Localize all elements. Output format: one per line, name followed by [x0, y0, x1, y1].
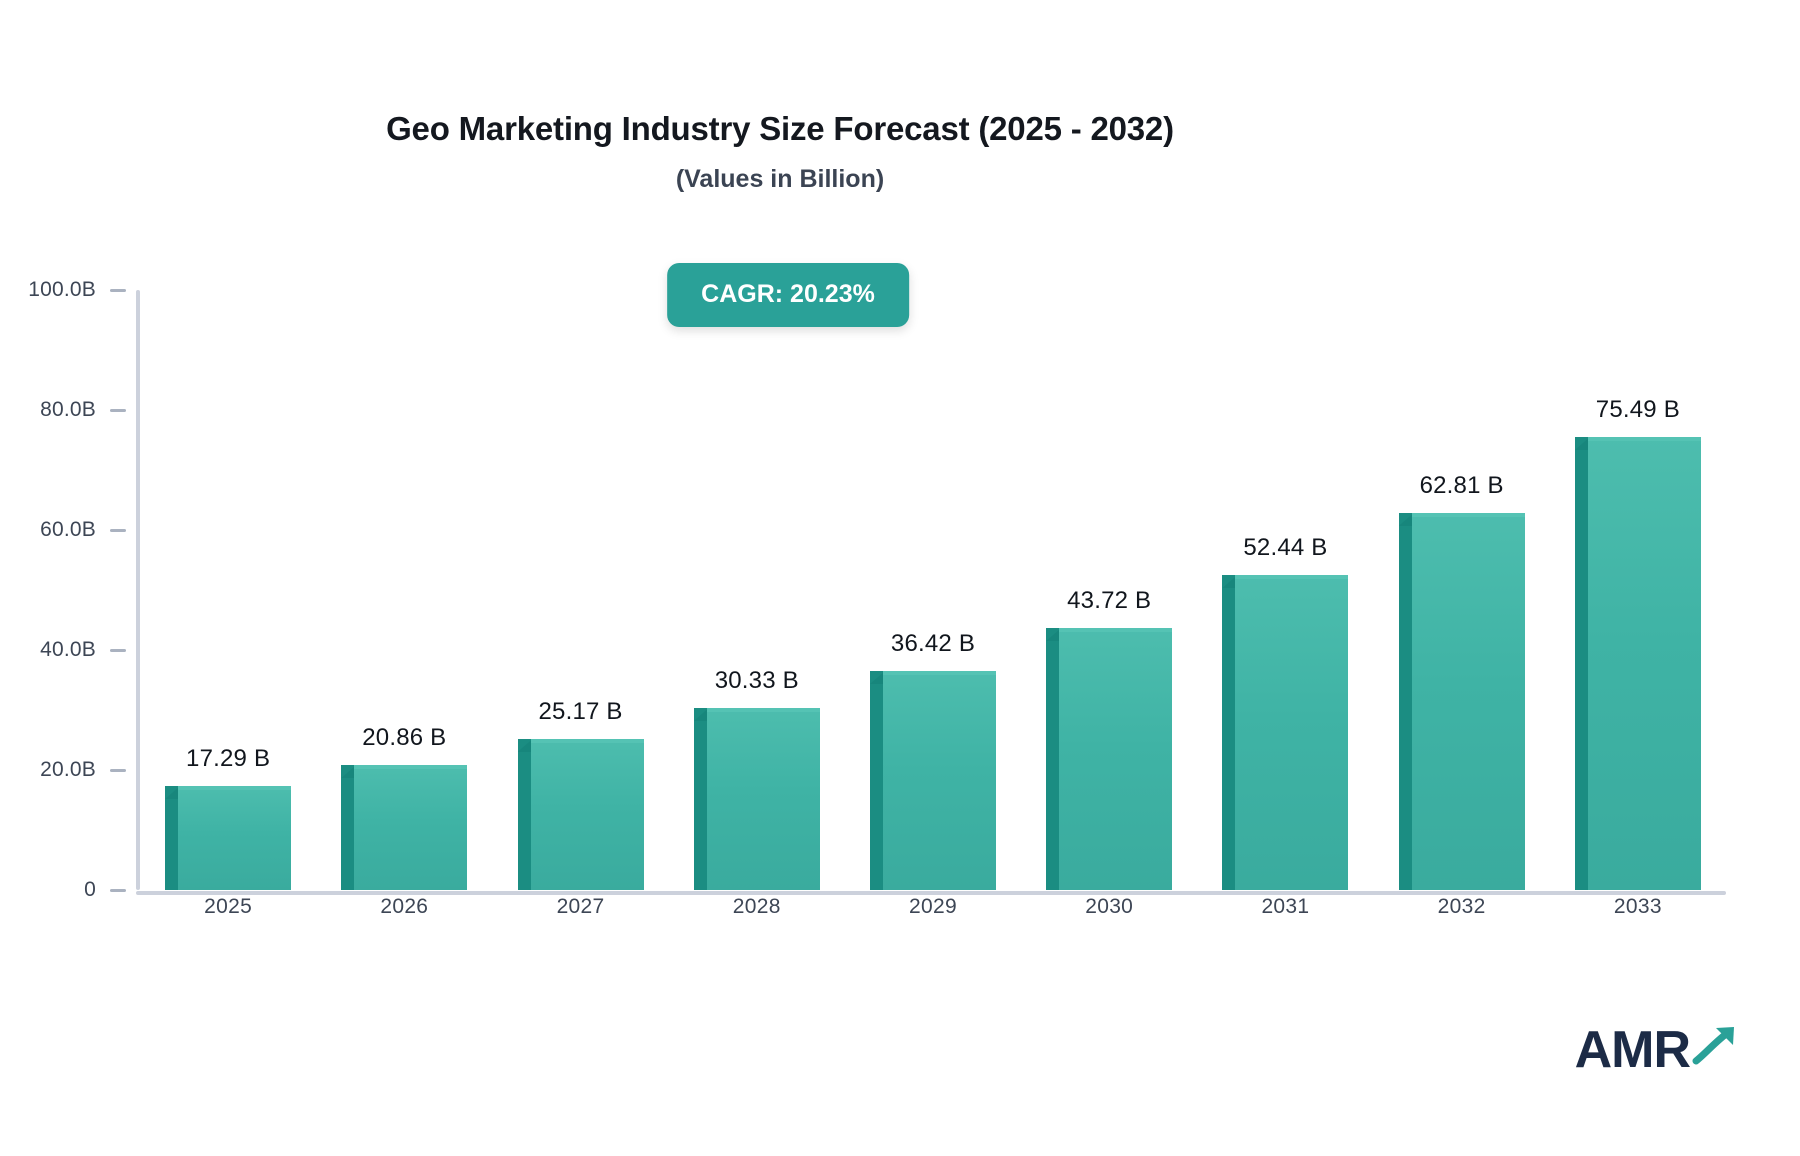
bar-top-face	[706, 708, 820, 712]
y-tick-40.0B: 40.0B	[40, 638, 136, 662]
x-axis-label-2028: 2028	[732, 895, 781, 918]
x-axis-labels: 2025 2026 2027 2028 2029 2030 2031 2032 2033	[140, 895, 1726, 919]
y-tick-mark	[110, 408, 126, 412]
bar-slot-2025: 17.29 B	[140, 290, 316, 890]
bar-value-label: 17.29 B	[186, 745, 271, 772]
bar-top-face	[530, 739, 644, 743]
bar-front-face	[1411, 513, 1525, 890]
page-title: Geo Marketing Industry Size Forecast (20…	[386, 110, 1174, 147]
y-tick-mark	[110, 768, 126, 772]
y-tick-label: 0	[84, 878, 96, 901]
bar-slot-2030: 43.72 B	[1021, 290, 1197, 890]
bar-2026[interactable]: 20.86 B	[341, 724, 468, 890]
bar-side-face	[869, 671, 885, 890]
x-axis-label-2032: 2032	[1437, 895, 1486, 918]
y-tick-label: 20.0B	[40, 758, 96, 781]
y-tick-label: 40.0B	[40, 638, 96, 661]
cagr-badge: CAGR: 20.23%	[667, 263, 909, 327]
bar-top-face	[882, 671, 996, 675]
y-tick-mark	[110, 648, 126, 652]
y-tick-60.0B: 60.0B	[40, 518, 136, 542]
y-tick-0: 0	[84, 878, 136, 902]
bar-slot-2029: 36.42 B	[845, 290, 1021, 890]
bar-top-face	[354, 765, 468, 769]
bar-front-face	[1235, 575, 1349, 890]
bar-2032[interactable]: 62.81 B	[1398, 472, 1525, 890]
bar-2031[interactable]: 52.44 B	[1222, 534, 1349, 890]
y-axis-line	[136, 290, 140, 890]
y-tick-label: 80.0B	[40, 398, 96, 421]
y-tick-mark	[110, 888, 126, 892]
bar-slot-2032: 62.81 B	[1374, 290, 1550, 890]
bar-slot-2033: 75.49 B	[1550, 290, 1726, 890]
amr-logo: AMR	[1575, 1023, 1738, 1076]
bar-side-face	[1574, 437, 1590, 890]
bar-series: 17.29 B 20.86 B 25.17 B 30.33 B 36.42 B 43.72…	[140, 290, 1726, 890]
bar-value-label: 25.17 B	[538, 698, 623, 725]
bar-side-face	[1222, 575, 1238, 890]
bar-value-label: 52.44 B	[1243, 534, 1328, 561]
bar-slot-2028: 30.33 B	[669, 290, 845, 890]
y-tick-mark	[110, 528, 126, 532]
bar-2027[interactable]: 25.17 B	[517, 698, 644, 890]
title-block: Geo Marketing Industry Size Forecast (20…	[0, 110, 1560, 194]
bar-front-face	[530, 739, 644, 890]
bar-side-face	[1046, 628, 1062, 890]
bar-2030[interactable]: 43.72 B	[1046, 587, 1173, 890]
bar-front-face	[882, 671, 996, 890]
bar-front-face	[354, 765, 468, 890]
bar-top-face	[1411, 513, 1525, 517]
bar-2029[interactable]: 36.42 B	[869, 630, 996, 890]
plot-area: 0 20.0B 40.0B 60.0B 80.0B 100.0B 17.29 B 20.86…	[28, 278, 1726, 901]
bar-value-label: 75.49 B	[1595, 396, 1680, 423]
bar-2028[interactable]: 30.33 B	[693, 667, 820, 890]
bar-side-face	[517, 739, 533, 890]
bar-slot-2031: 52.44 B	[1197, 290, 1373, 890]
x-axis-label-2031: 2031	[1261, 895, 1310, 918]
x-axis-label-2033: 2033	[1613, 895, 1662, 918]
arrow-up-right-icon	[1692, 1023, 1738, 1070]
logo-text: AMR	[1574, 1021, 1691, 1079]
bar-slot-2027: 25.17 B	[492, 290, 668, 890]
bar-value-label: 20.86 B	[362, 724, 447, 751]
y-tick-80.0B: 80.0B	[40, 398, 136, 422]
bar-front-face	[1059, 628, 1173, 890]
y-tick-label: 100.0B	[28, 278, 96, 301]
x-axis-label-2026: 2026	[380, 895, 429, 918]
x-axis-label-2029: 2029	[909, 895, 957, 918]
bar-side-face	[1398, 513, 1414, 890]
x-axis-label-2030: 2030	[1085, 895, 1134, 918]
bar-side-face	[341, 765, 357, 890]
chart-subtitle: (Values in Billion)	[675, 164, 885, 193]
y-tick-100.0B: 100.0B	[28, 278, 136, 302]
bar-2033[interactable]: 75.49 B	[1574, 396, 1701, 890]
y-tick-mark	[110, 288, 126, 292]
bar-front-face	[706, 708, 820, 890]
y-tick-label: 60.0B	[40, 518, 96, 541]
x-axis-label-2027: 2027	[556, 895, 605, 918]
bar-top-face	[1235, 575, 1349, 579]
bar-top-face	[1587, 437, 1701, 441]
x-axis-line	[136, 891, 1726, 895]
bar-front-face	[178, 786, 292, 890]
bar-value-label: 62.81 B	[1419, 472, 1504, 499]
bar-2025[interactable]: 17.29 B	[165, 745, 292, 890]
y-tick-20.0B: 20.0B	[40, 758, 136, 782]
bar-slot-2026: 20.86 B	[316, 290, 492, 890]
bar-side-face	[693, 708, 709, 890]
bar-value-label: 43.72 B	[1067, 587, 1152, 614]
bar-front-face	[1587, 437, 1701, 890]
bar-top-face	[1059, 628, 1173, 632]
bar-value-label: 30.33 B	[714, 667, 799, 694]
bar-value-label: 36.42 B	[890, 630, 976, 657]
x-axis-label-2025: 2025	[204, 895, 253, 918]
bar-top-face	[178, 786, 292, 790]
bar-side-face	[165, 786, 181, 890]
